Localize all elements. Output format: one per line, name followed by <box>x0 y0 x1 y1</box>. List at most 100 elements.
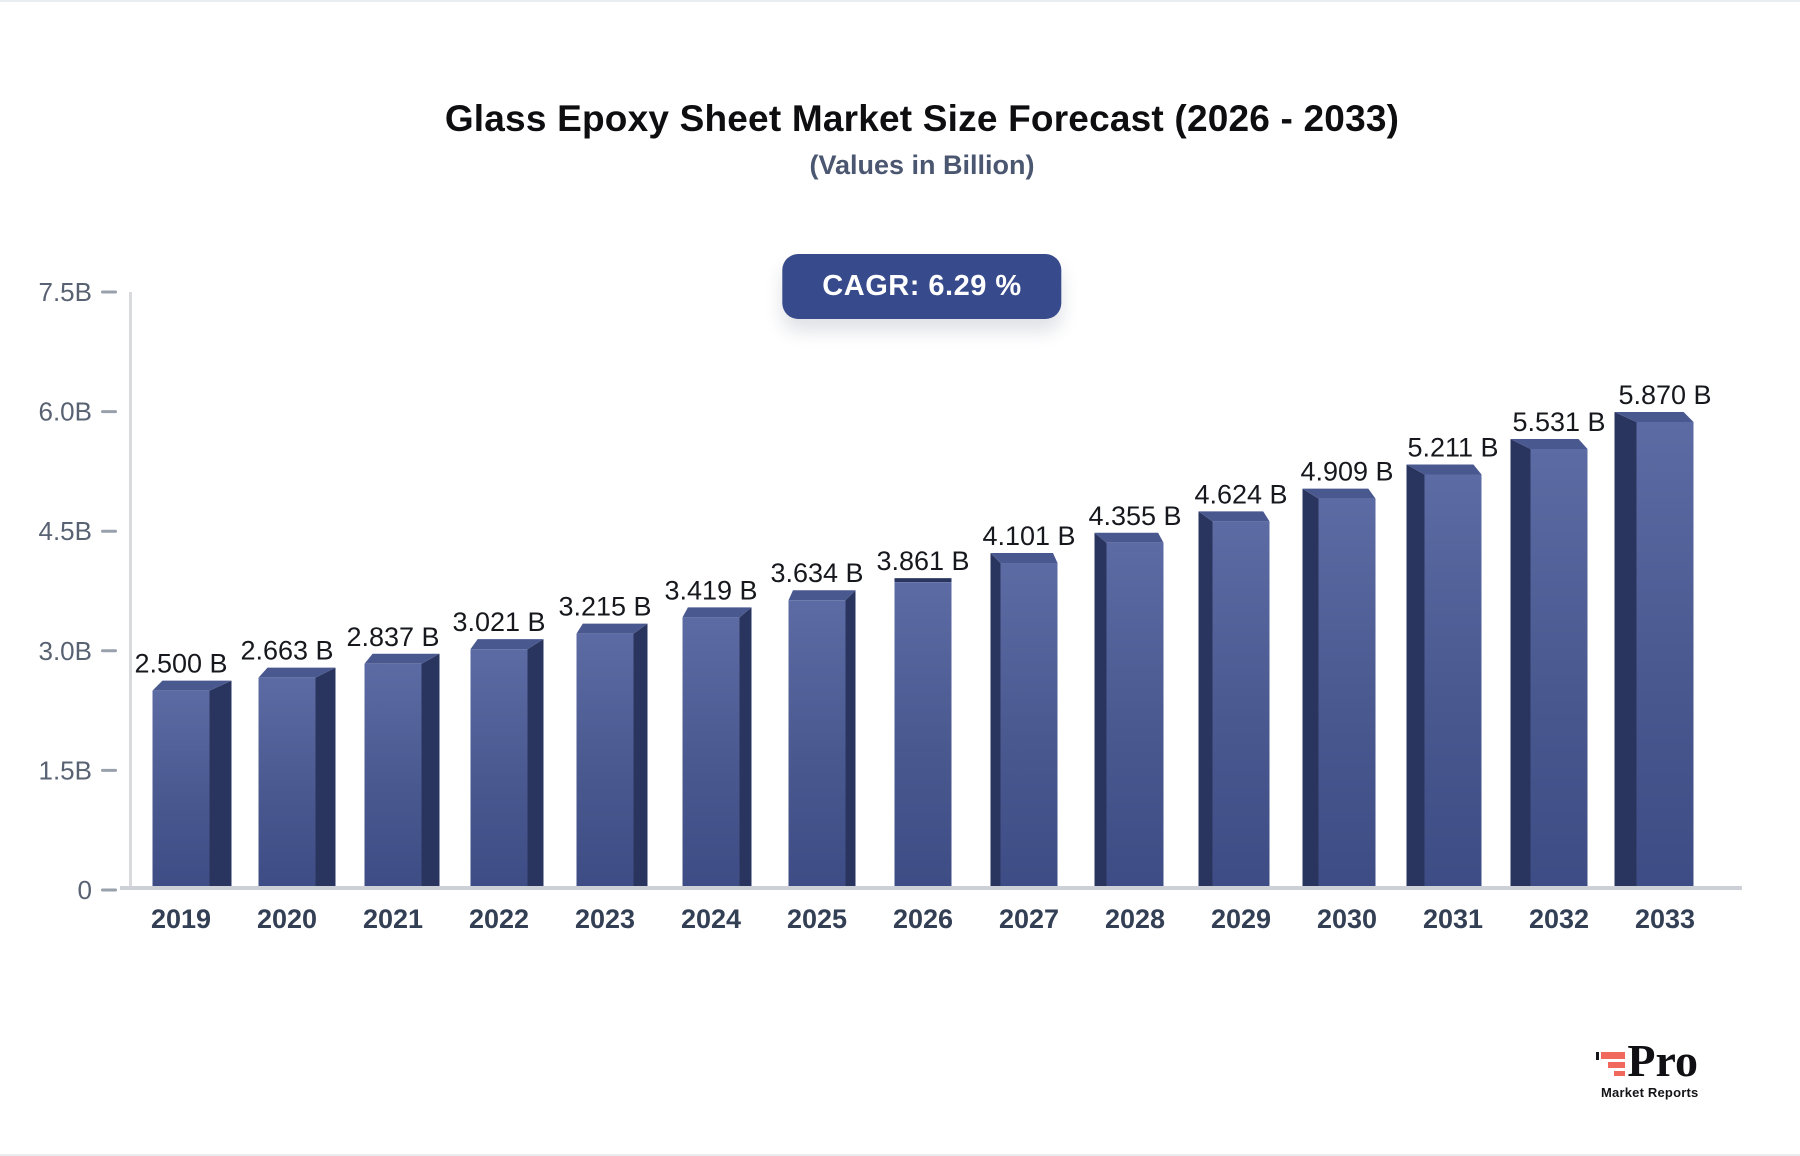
bar-front-face <box>470 649 528 890</box>
y-axis-tick-label: 3.0B <box>39 636 93 666</box>
bar-side-face <box>990 553 1001 890</box>
chart-header: Glass Epoxy Sheet Market Size Forecast (… <box>22 2 1800 181</box>
cagr-badge: CAGR: 6.29 % <box>782 254 1062 319</box>
bar-2031: 5.211 B 2031 <box>1406 433 1499 934</box>
x-axis-label: 2020 <box>257 904 317 934</box>
bar-top-face <box>152 680 232 691</box>
bar-front-face <box>1530 448 1588 890</box>
bar-value-label: 4.909 B <box>1300 457 1393 487</box>
bar-value-label: 3.215 B <box>558 592 651 622</box>
y-axis-tick <box>101 768 117 772</box>
bar-2021: 2.837 B 2021 <box>346 622 439 934</box>
bar-2026: 3.861 B 2026 <box>876 546 969 934</box>
x-axis-label: 2032 <box>1529 904 1589 934</box>
bar-top-face <box>1406 464 1482 475</box>
x-axis-label: 2023 <box>575 904 635 934</box>
bar-front-face <box>1212 521 1270 890</box>
bar-top-face <box>470 639 544 650</box>
chart-subtitle: (Values in Billion) <box>809 150 1035 180</box>
y-axis-tick-label: 4.5B <box>39 516 93 546</box>
bar-2030: 4.909 B 2030 <box>1300 457 1393 934</box>
x-axis-label: 2029 <box>1211 904 1271 934</box>
bar-side-face <box>845 590 856 890</box>
y-axis-tick <box>101 290 117 294</box>
bar-2032: 5.531 B 2032 <box>1510 407 1606 934</box>
bar-front-face <box>894 582 952 890</box>
bar-value-label: 3.861 B <box>876 546 969 576</box>
x-axis-label: 2019 <box>151 904 211 934</box>
bar-front-face <box>1106 542 1164 890</box>
bar-value-label: 2.500 B <box>134 649 227 679</box>
y-axis-tick <box>101 649 117 653</box>
bar-front-face <box>1424 474 1482 890</box>
y-axis-line <box>129 292 132 890</box>
bar-top-face <box>1198 511 1270 522</box>
bar-top-face <box>576 623 648 634</box>
bar-2020: 2.663 B 2020 <box>240 636 336 934</box>
bar-top-face <box>894 578 952 583</box>
logo-bar-icon <box>1608 1062 1626 1068</box>
bar-side-face <box>739 607 752 890</box>
bar-side-face <box>1510 438 1531 890</box>
bar-2029: 4.624 B 2029 <box>1194 479 1287 934</box>
bar-front-face <box>258 677 316 890</box>
bar-2022: 3.021 B 2022 <box>452 607 545 934</box>
bar-2023: 3.215 B 2023 <box>558 592 651 934</box>
bar-side-face <box>209 680 232 890</box>
bar-top-face <box>258 667 336 678</box>
y-axis-tick-label: 1.5B <box>39 755 93 785</box>
bar-side-face <box>1094 532 1107 890</box>
logo-brand-text: Pro <box>1627 1035 1699 1086</box>
bar-value-label: 4.355 B <box>1088 501 1181 531</box>
bar-side-face <box>315 667 336 890</box>
bar-value-label: 3.634 B <box>770 558 863 588</box>
bar-side-face <box>1406 464 1425 890</box>
bar-top-face <box>1510 438 1588 449</box>
bar-front-face <box>152 690 210 890</box>
bar-value-label: 2.837 B <box>346 622 439 652</box>
x-axis-label: 2030 <box>1317 904 1377 934</box>
bar-top-face <box>364 653 440 664</box>
bar-value-label: 3.419 B <box>664 575 757 605</box>
bar-side-face <box>1198 511 1213 890</box>
logo-bars-icon <box>1596 1052 1626 1076</box>
bar-2019: 2.500 B 2019 <box>134 649 232 934</box>
bar-top-face <box>682 607 752 618</box>
bar-front-face <box>576 633 634 890</box>
bar-2024: 3.419 B 2024 <box>664 575 757 934</box>
y-axis-tick <box>101 410 117 414</box>
bar-front-face <box>682 617 740 890</box>
logo-row: Pro <box>1596 1035 1699 1086</box>
y-axis-tick <box>101 529 117 533</box>
bar-top-face <box>1094 532 1164 543</box>
bar-side-face <box>633 623 648 890</box>
bar-value-label: 4.101 B <box>982 521 1075 551</box>
y-axis-tick-label: 7.5B <box>39 277 93 307</box>
bar-top-face <box>990 553 1058 564</box>
x-axis-baseline <box>120 886 1742 890</box>
x-axis-label: 2026 <box>893 904 953 934</box>
logo-tagline-text: Market Reports <box>1601 1085 1699 1101</box>
pro-market-reports-logo: Pro Market Reports <box>1596 1035 1699 1101</box>
x-axis-label: 2021 <box>363 904 423 934</box>
bar-value-label: 3.021 B <box>452 607 545 637</box>
x-axis-label: 2024 <box>681 904 741 934</box>
x-axis-label: 2022 <box>469 904 529 934</box>
bar-front-face <box>1000 563 1058 890</box>
logo-bar-icon <box>1596 1052 1626 1060</box>
bar-front-face <box>1636 421 1694 890</box>
bar-value-label: 5.870 B <box>1618 380 1711 410</box>
x-axis-label: 2027 <box>999 904 1059 934</box>
x-axis-label: 2025 <box>787 904 847 934</box>
y-axis-tick-label: 0 <box>78 875 92 905</box>
bar-front-face <box>1318 498 1376 890</box>
bar-value-label: 5.211 B <box>1407 433 1498 463</box>
bar-2027: 4.101 B 2027 <box>982 521 1075 934</box>
bar-side-face <box>527 639 544 890</box>
bar-side-face <box>1614 411 1637 890</box>
logo-bar-icon <box>1614 1071 1626 1076</box>
page-title: Glass Epoxy Sheet Market Size Forecast (… <box>444 98 1400 139</box>
bar-2033: 5.870 B 2033 <box>1614 380 1712 934</box>
